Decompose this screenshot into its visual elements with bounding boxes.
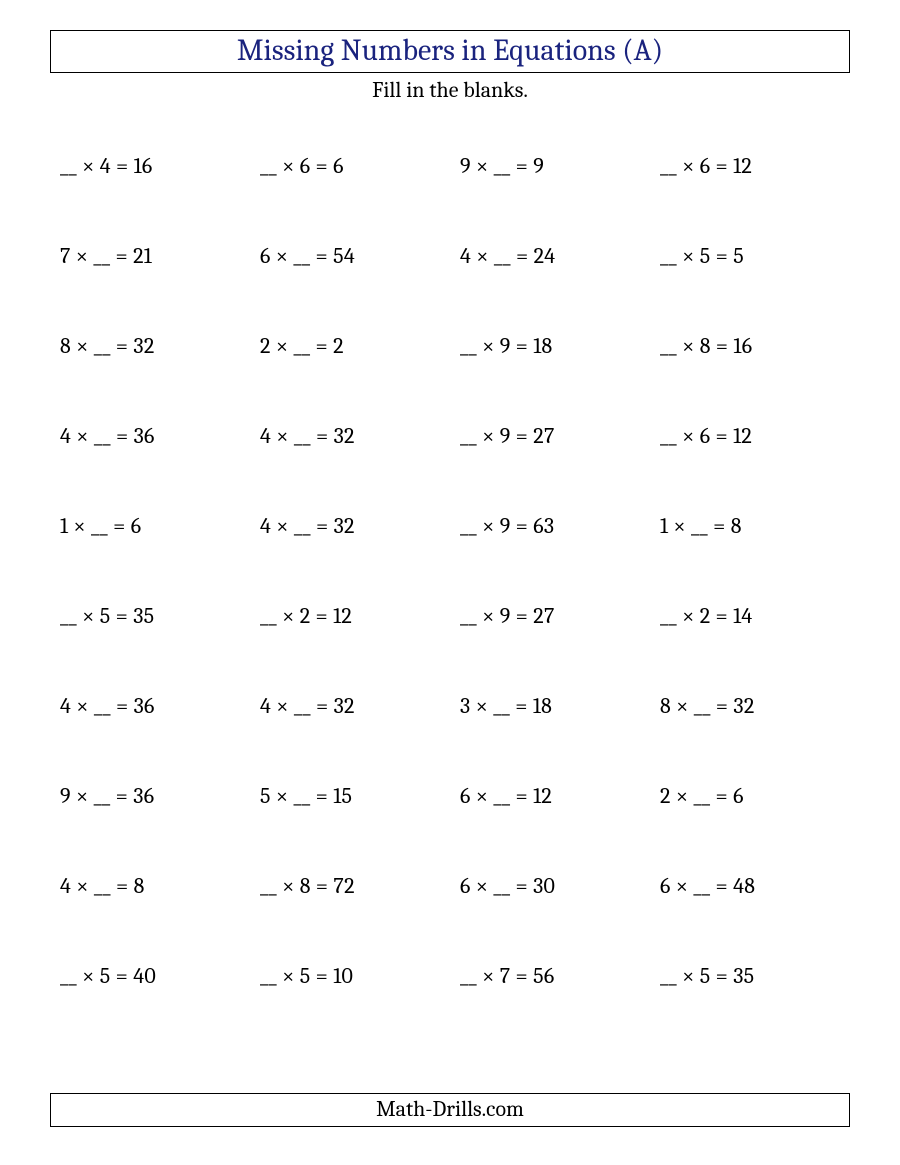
footer-text: Math-Drills.com xyxy=(376,1096,524,1122)
equation-cell: __ × 7 = 56 xyxy=(460,963,640,989)
equation-cell: __ × 2 = 14 xyxy=(660,603,840,629)
equation-cell: 4 × __ = 32 xyxy=(260,693,440,719)
page-title: Missing Numbers in Equations (A) xyxy=(237,33,663,68)
equation-cell: __ × 6 = 12 xyxy=(660,153,840,179)
equation-cell: 2 × __ = 6 xyxy=(660,783,840,809)
worksheet-page: Missing Numbers in Equations (A) Fill in… xyxy=(0,0,900,989)
equation-cell: __ × 2 = 12 xyxy=(260,603,440,629)
equation-cell: 4 × __ = 36 xyxy=(60,423,240,449)
footer-box: Math-Drills.com xyxy=(50,1093,850,1127)
equation-cell: 1 × __ = 8 xyxy=(660,513,840,539)
equation-cell: 8 × __ = 32 xyxy=(660,693,840,719)
equation-cell: 2 × __ = 2 xyxy=(260,333,440,359)
equation-cell: __ × 5 = 35 xyxy=(60,603,240,629)
equation-cell: __ × 5 = 40 xyxy=(60,963,240,989)
equation-cell: __ × 6 = 12 xyxy=(660,423,840,449)
equation-cell: 5 × __ = 15 xyxy=(260,783,440,809)
equation-cell: __ × 9 = 27 xyxy=(460,603,640,629)
equation-cell: __ × 5 = 5 xyxy=(660,243,840,269)
equation-cell: __ × 4 = 16 xyxy=(60,153,240,179)
page-subtitle: Fill in the blanks. xyxy=(50,77,850,103)
equation-cell: 7 × __ = 21 xyxy=(60,243,240,269)
equation-cell: 6 × __ = 54 xyxy=(260,243,440,269)
equation-cell: 9 × __ = 36 xyxy=(60,783,240,809)
equation-cell: __ × 9 = 27 xyxy=(460,423,640,449)
equation-cell: 9 × __ = 9 xyxy=(460,153,640,179)
equation-cell: 6 × __ = 30 xyxy=(460,873,640,899)
equation-cell: 6 × __ = 12 xyxy=(460,783,640,809)
equation-cell: __ × 5 = 10 xyxy=(260,963,440,989)
equation-cell: 4 × __ = 36 xyxy=(60,693,240,719)
equation-cell: 6 × __ = 48 xyxy=(660,873,840,899)
equation-cell: 4 × __ = 24 xyxy=(460,243,640,269)
equation-cell: 8 × __ = 32 xyxy=(60,333,240,359)
equation-cell: __ × 8 = 72 xyxy=(260,873,440,899)
title-box: Missing Numbers in Equations (A) xyxy=(50,30,850,73)
equation-cell: 4 × __ = 8 xyxy=(60,873,240,899)
equation-grid: __ × 4 = 16 __ × 6 = 6 9 × __ = 9 __ × 6 = … xyxy=(50,153,850,989)
equation-cell: __ × 5 = 35 xyxy=(660,963,840,989)
equation-cell: 1 × __ = 6 xyxy=(60,513,240,539)
equation-cell: __ × 9 = 18 xyxy=(460,333,640,359)
equation-cell: __ × 8 = 16 xyxy=(660,333,840,359)
equation-cell: __ × 6 = 6 xyxy=(260,153,440,179)
equation-cell: 4 × __ = 32 xyxy=(260,423,440,449)
equation-cell: __ × 9 = 63 xyxy=(460,513,640,539)
equation-cell: 4 × __ = 32 xyxy=(260,513,440,539)
equation-cell: 3 × __ = 18 xyxy=(460,693,640,719)
